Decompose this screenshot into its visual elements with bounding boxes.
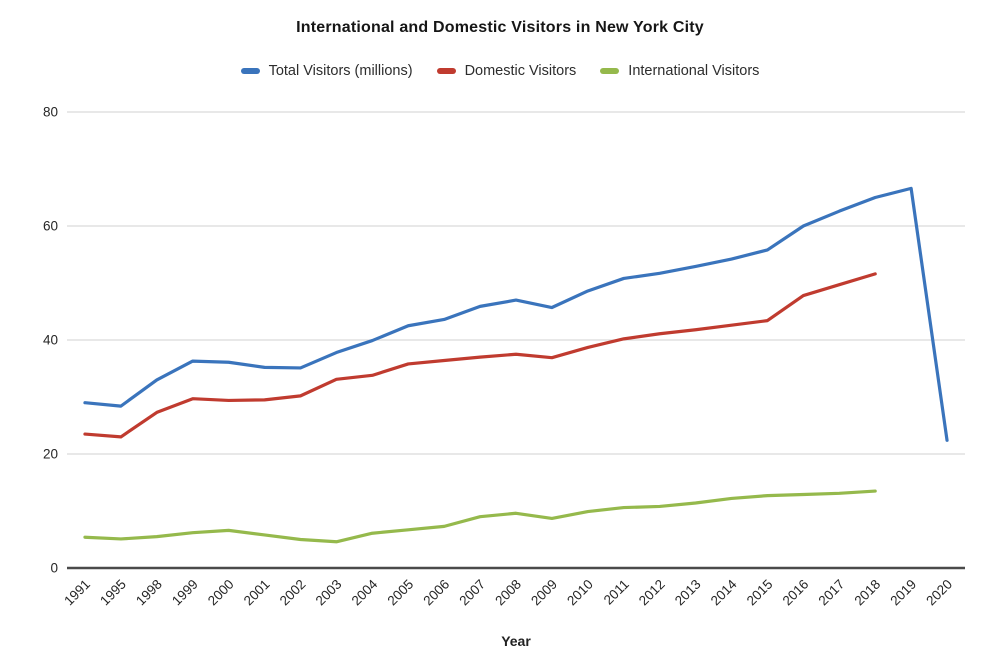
x-tick-label: 2017 bbox=[816, 577, 848, 609]
legend-item-international-visitors: International Visitors bbox=[600, 63, 759, 79]
legend-label-total-visitors: Total Visitors (millions) bbox=[268, 63, 413, 79]
x-tick-label: 2005 bbox=[385, 577, 417, 609]
legend-item-total-visitors: Total Visitors (millions) bbox=[240, 63, 413, 79]
chart-title: International and Domestic Visitors in N… bbox=[296, 19, 704, 36]
x-tick-label: 1995 bbox=[97, 577, 129, 609]
x-tick-label: 2014 bbox=[708, 576, 740, 608]
x-tick-label: 2008 bbox=[492, 577, 524, 609]
y-tick-label: 0 bbox=[50, 561, 58, 576]
x-tick-label: 2012 bbox=[636, 577, 668, 609]
series-line-total-visitors-millions bbox=[83, 186, 949, 442]
x-tick-label: 2019 bbox=[887, 577, 919, 609]
series-line-domestic-visitors bbox=[83, 272, 877, 439]
x-tick-label: 2000 bbox=[205, 577, 237, 609]
x-tick-label: 2001 bbox=[241, 577, 273, 609]
x-tick-label: 2020 bbox=[923, 577, 955, 609]
x-tick-label: 2015 bbox=[744, 577, 776, 609]
x-tick-label: 1999 bbox=[169, 577, 201, 609]
legend-item-domestic-visitors: Domestic Visitors bbox=[436, 63, 577, 79]
x-tick-label: 1998 bbox=[133, 577, 165, 609]
legend-swatch-domestic-visitors-icon bbox=[436, 68, 456, 74]
y-tick-label: 60 bbox=[43, 219, 58, 234]
y-tick-label: 20 bbox=[43, 447, 58, 462]
x-axis-title: Year bbox=[501, 633, 531, 649]
x-tick-label: 2004 bbox=[349, 576, 381, 608]
legend-label-domestic-visitors: Domestic Visitors bbox=[464, 63, 577, 79]
series-line-international-visitors bbox=[83, 489, 877, 544]
x-tick-label: 2013 bbox=[672, 577, 704, 609]
x-tick-label: 2011 bbox=[601, 577, 632, 608]
x-tick-label: 1991 bbox=[61, 577, 93, 609]
y-tick-label: 80 bbox=[43, 105, 58, 120]
legend-label-international-visitors: International Visitors bbox=[628, 63, 760, 79]
chart-legend: Total Visitors (millions) Domestic Visit… bbox=[0, 63, 1000, 79]
x-tick-label: 2018 bbox=[851, 577, 883, 609]
legend-swatch-international-visitors-icon bbox=[600, 68, 620, 74]
x-tick-label: 2010 bbox=[564, 577, 596, 609]
legend-swatch-total-visitors-icon bbox=[240, 68, 260, 74]
x-tick-label: 2016 bbox=[780, 577, 812, 609]
y-tick-label: 40 bbox=[43, 333, 58, 348]
x-tick-label: 2002 bbox=[277, 577, 309, 609]
x-tick-label: 2003 bbox=[313, 577, 345, 609]
x-tick-label: 2009 bbox=[528, 577, 560, 609]
x-tick-label: 2007 bbox=[456, 577, 488, 609]
x-tick-label: 2006 bbox=[420, 577, 452, 609]
